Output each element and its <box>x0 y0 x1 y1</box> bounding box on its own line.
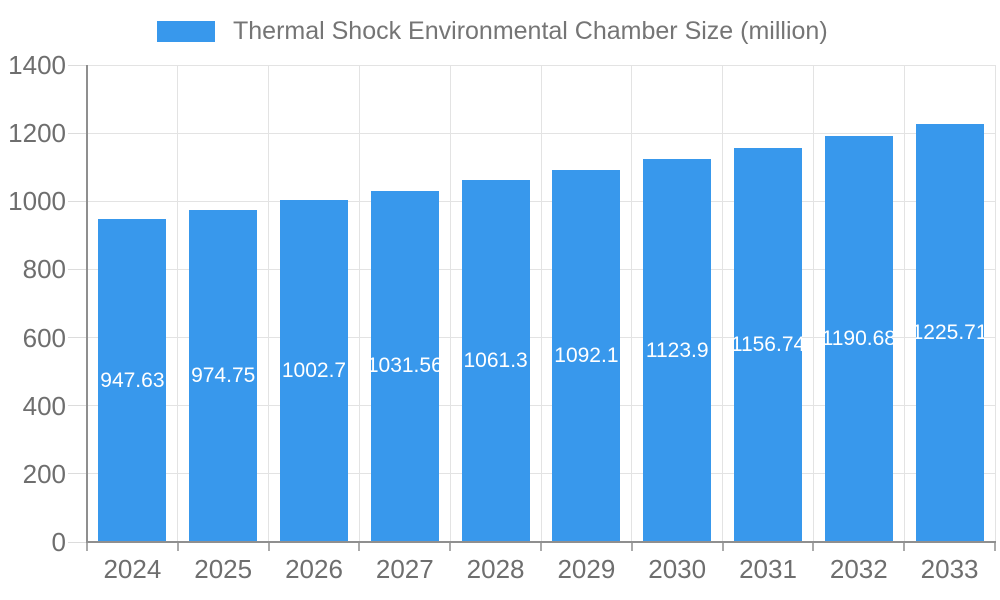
y-axis-tick <box>68 541 87 543</box>
x-axis-tick <box>812 542 815 551</box>
bar-2025[interactable]: 974.75 <box>189 209 258 542</box>
bar-2033[interactable]: 1225.71 <box>915 124 984 542</box>
y-axis-tick <box>68 337 87 339</box>
bar-value-label: 1002.7 <box>281 359 347 383</box>
y-axis-tick <box>68 268 87 270</box>
x-axis-label-2027: 2027 <box>375 554 434 584</box>
y-axis-tick <box>68 132 87 134</box>
x-axis-tick <box>994 542 996 551</box>
y-axis-tick-label: 1000 <box>8 186 66 217</box>
v-gridline <box>903 65 905 542</box>
x-axis-label-2025: 2025 <box>194 554 253 584</box>
bar-value-label: 1225.71 <box>915 321 984 345</box>
x-axis-label-2033: 2033 <box>920 554 979 584</box>
x-axis-label-2031: 2031 <box>739 554 797 584</box>
v-gridline <box>994 65 996 542</box>
y-axis-tick-label: 0 <box>51 527 66 557</box>
bar-value-label: 1061.3 <box>463 349 528 373</box>
x-axis-tick <box>358 542 361 551</box>
y-axis-tick-label: 800 <box>22 254 66 285</box>
x-axis-label-2030: 2030 <box>648 554 707 584</box>
x-axis-tick <box>267 542 270 551</box>
bar-2029[interactable]: 1092.1 <box>552 169 621 542</box>
x-axis-tick <box>176 542 179 551</box>
y-axis-tick-label: 400 <box>22 390 66 421</box>
v-gridline <box>631 65 633 542</box>
y-axis-tick <box>68 473 87 475</box>
bar-value-label: 1031.56 <box>370 354 439 378</box>
bar-2031[interactable]: 1156.74 <box>734 147 802 542</box>
y-axis-line <box>86 65 88 542</box>
bar-value-label: 1092.1 <box>554 343 619 367</box>
y-axis-tick-label: 1200 <box>8 118 66 149</box>
bar-value-label: 1123.9 <box>645 338 709 362</box>
y-axis-tick-label: 1400 <box>8 50 66 80</box>
x-axis-label-2028: 2028 <box>466 554 525 584</box>
x-axis-label-2029: 2029 <box>557 554 616 584</box>
y-axis-tick <box>68 405 87 407</box>
bar-2032[interactable]: 1190.68 <box>824 136 893 542</box>
legend-swatch-icon <box>157 20 215 42</box>
x-axis-line <box>86 541 996 543</box>
v-gridline <box>449 65 451 542</box>
v-gridline <box>812 65 814 542</box>
v-gridline <box>540 65 542 542</box>
bar-2024[interactable]: 947.63 <box>98 219 167 542</box>
x-axis-tick <box>630 542 633 551</box>
bar-value-label: 974.75 <box>191 363 256 387</box>
x-axis-label-2032: 2032 <box>829 554 888 584</box>
bar-value-label: 947.63 <box>100 368 165 392</box>
x-axis-tick <box>903 542 906 551</box>
y-axis-tick <box>68 200 87 202</box>
v-gridline <box>268 65 270 542</box>
bar-2028[interactable]: 1061.3 <box>461 180 530 542</box>
bar-2030[interactable]: 1123.9 <box>643 159 712 542</box>
v-gridline <box>722 65 724 542</box>
y-axis-tick-label: 600 <box>22 322 66 353</box>
x-axis-label-2024: 2024 <box>103 554 162 584</box>
x-axis-tick <box>721 542 724 551</box>
x-axis-tick <box>449 542 452 551</box>
bar-value-label: 1190.68 <box>824 327 893 351</box>
v-gridline <box>177 65 179 542</box>
chart-legend[interactable]: Thermal Shock Environmental Chamber Size… <box>157 18 828 44</box>
bar-2026[interactable]: 1002.7 <box>280 200 348 542</box>
x-axis-label-2026: 2026 <box>285 554 343 584</box>
bar-2027[interactable]: 1031.56 <box>370 190 439 542</box>
x-axis-tick <box>540 542 542 551</box>
x-axis-tick <box>86 542 88 551</box>
y-axis-tick-label: 200 <box>22 458 66 489</box>
bar-value-label: 1156.74 <box>734 332 802 356</box>
v-gridline <box>358 65 360 542</box>
legend-label: Thermal Shock Environmental Chamber Size… <box>233 17 828 45</box>
y-axis-tick <box>68 64 87 66</box>
